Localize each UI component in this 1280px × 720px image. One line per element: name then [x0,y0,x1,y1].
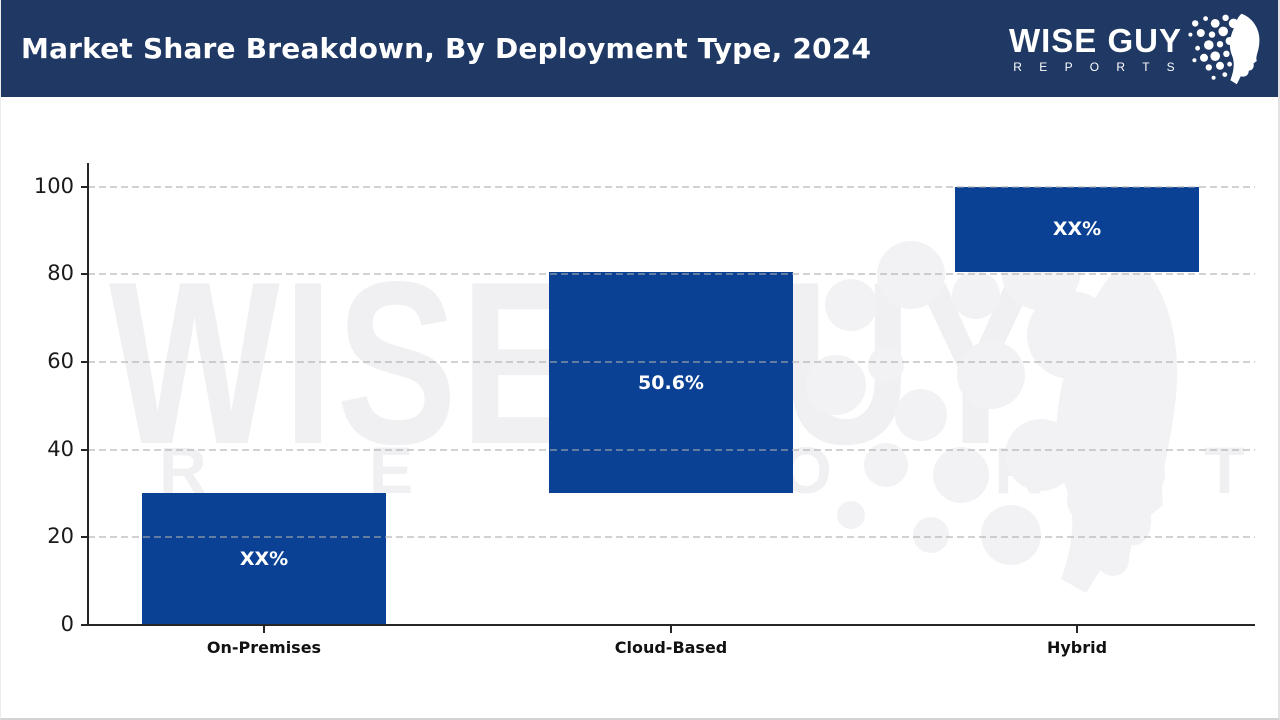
x-tick-mark [263,626,265,633]
bar-cloud-based: 50.6% [549,271,793,494]
gridline [88,360,1255,363]
x-tick-mark [670,626,672,633]
y-tick-mark [81,185,88,188]
y-tick-mark [81,624,88,626]
y-tick-mark [81,273,88,276]
logo-face-icon [1188,13,1260,84]
y-tick-label: 20 [47,524,74,549]
y-axis-line [87,163,89,626]
category-label-cloud-based: Cloud-Based [614,638,728,657]
y-tick-label: 0 [60,612,74,636]
gridline [88,273,1255,276]
logo-subtitle: R E P O R T S [1013,59,1182,74]
wise-guy-logo: WISE GUY R E P O R T S [1009,8,1264,90]
logo-text: WISE GUY R E P O R T S [1009,24,1182,74]
y-tick-mark [81,536,88,539]
x-axis-line [87,624,1255,626]
gridline [88,536,1255,539]
header-bar: Market Share Breakdown, By Deployment Ty… [1,0,1278,97]
category-label-hybrid: Hybrid [1046,638,1108,657]
y-tick-mark [81,360,88,363]
x-tick-mark [1076,626,1078,633]
bar-value-label: 50.6% [638,371,704,394]
watermark-face-icon [806,230,1178,593]
logo-wordmark: WISE GUY [1008,21,1182,59]
category-label-on-premises: On-Premises [206,638,322,657]
gridline [88,185,1255,188]
bar-value-label: XX% [1052,218,1102,241]
y-tick-mark [81,448,88,451]
y-tick-label: 40 [47,436,74,461]
bar-hybrid: XX% [955,186,1199,272]
gridline [88,448,1255,451]
y-tick-label: 80 [47,261,74,286]
page-title: Market Share Breakdown, By Deployment Ty… [21,32,872,65]
y-tick-label: 100 [33,173,74,198]
bar-on-premises: XX% [142,493,386,625]
y-tick-label: 60 [47,348,74,373]
bar-value-label: XX% [239,548,289,571]
